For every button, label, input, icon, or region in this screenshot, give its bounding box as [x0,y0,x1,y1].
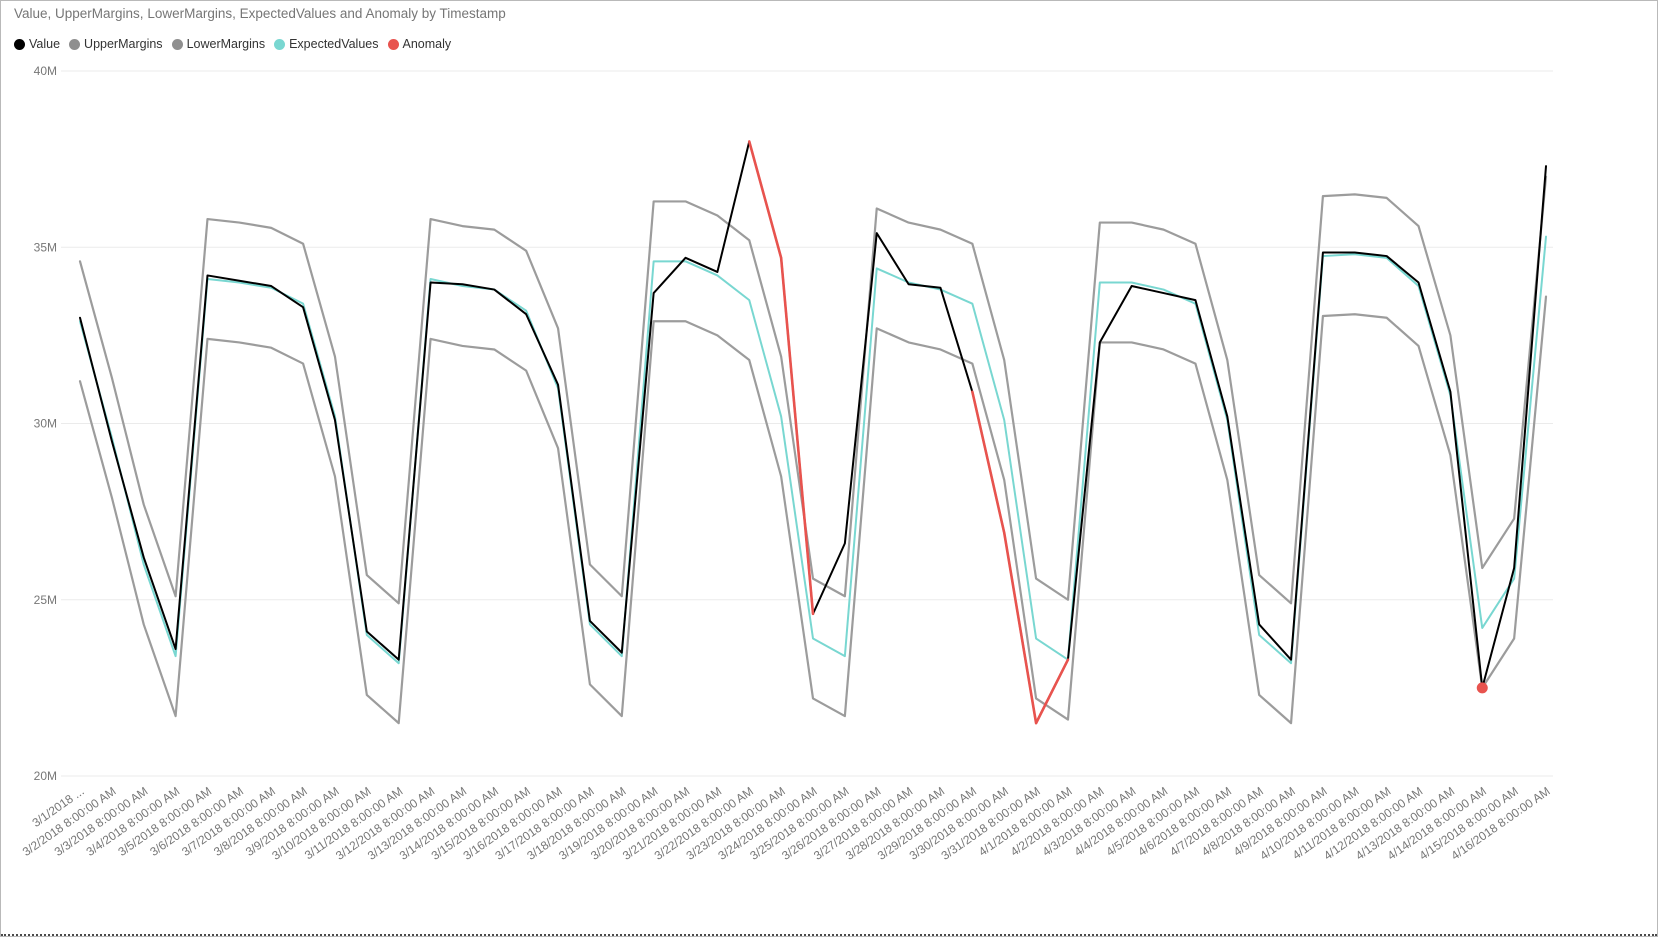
chart-legend: Value UpperMargins LowerMargins ExpectedVal… [14,37,451,51]
y-axis-tick-label: 25M [34,593,57,607]
legend-item-uppermargins[interactable]: UpperMargins [69,37,163,51]
y-axis-tick-label: 30M [34,417,57,431]
legend-item-label: LowerMargins [186,37,266,51]
anomaly-point-marker[interactable] [1476,682,1488,694]
legend-dot-icon [69,38,81,50]
legend-item-label: Anomaly [402,37,452,51]
legend-item-expectedvalues[interactable]: ExpectedValues [274,37,379,51]
y-axis-tick-label: 20M [34,769,57,783]
y-axis-tick-label: 35M [34,240,57,254]
anomaly-segment[interactable] [971,390,1070,725]
lowermargins-line[interactable] [78,295,1548,725]
legend-dot-icon [387,38,399,50]
y-axis-tick-label: 40M [34,64,57,78]
legend-item-value[interactable]: Value [14,37,60,51]
legend-dot-icon [274,38,286,50]
visual-resize-dotted-border[interactable] [1,934,1657,936]
legend-item-anomaly[interactable]: Anomaly [387,37,452,51]
chart-title: Value, UpperMargins, LowerMargins, Expec… [14,6,506,21]
uppermargins-line[interactable] [78,175,1548,605]
anomaly-segment[interactable] [747,140,815,616]
expectedvalues-line[interactable] [79,235,1547,665]
legend-item-lowermargins[interactable]: LowerMargins [171,37,266,51]
legend-dot-icon [14,38,25,50]
legend-item-label: ExpectedValues [289,37,379,51]
legend-item-label: UpperMargins [84,37,163,51]
legend-item-label: Value [29,37,61,51]
legend-dot-icon [171,38,183,50]
